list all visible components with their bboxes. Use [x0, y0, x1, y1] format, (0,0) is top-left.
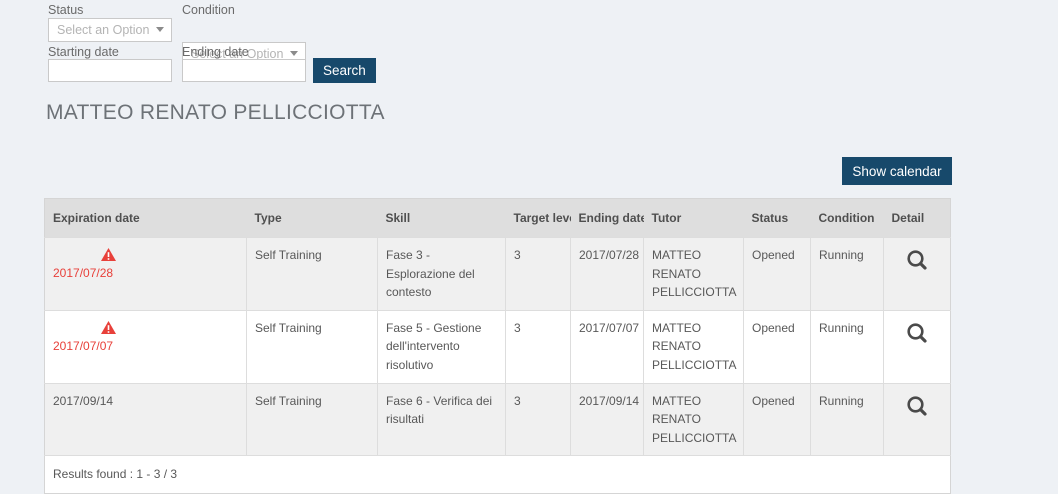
magnifier-icon: [907, 395, 927, 416]
table-header-row: Expiration date Type Skill Target level …: [44, 198, 951, 238]
target-level-cell: 3: [505, 382, 571, 456]
starting-date-label: Starting date: [48, 45, 119, 59]
expiration-date: 2017/07/28: [53, 266, 114, 280]
expiration-date-cell: 2017/07/28: [44, 237, 247, 311]
detail-button[interactable]: [905, 321, 929, 348]
status-select-placeholder: Select an Option: [57, 23, 150, 37]
target-level-cell: 3: [505, 309, 571, 384]
ending-date-cell: 2017/09/14: [570, 382, 644, 456]
magnifier-icon: [907, 323, 927, 343]
status-cell: Opened: [743, 237, 811, 311]
table-row: 2017/09/14 Self Training Fase 6 - Verifi…: [44, 382, 951, 456]
expiration-date: 2017/07/07: [53, 338, 114, 353]
table-row: 2017/07/07 Self Training Fase 5 - Gestio…: [44, 309, 951, 384]
status-label: Status: [48, 3, 84, 17]
tutor-cell: MATTEO RENATO PELLICCIOTTA: [643, 309, 744, 384]
caret-down-icon: [156, 27, 164, 32]
ending-date-cell: 2017/07/07: [570, 309, 644, 384]
condition-select-placeholder: Select an Option: [191, 47, 284, 61]
ending-date-cell: 2017/07/28: [570, 237, 644, 311]
table-row: 2017/07/28 Self Training Fase 3 - Esplor…: [44, 237, 951, 311]
show-calendar-button[interactable]: Show calendar: [842, 157, 952, 185]
condition-cell: Running: [810, 382, 884, 456]
column-header-skill: Skill: [377, 198, 506, 238]
column-header-type: Type: [246, 198, 378, 238]
expiration-date-cell: 2017/07/07: [44, 309, 247, 384]
ending-date-input[interactable]: [182, 59, 306, 82]
results-count: Results found : 1 - 3 / 3: [44, 455, 951, 494]
column-header-detail: Detail: [883, 198, 951, 238]
status-select[interactable]: Select an Option: [48, 18, 172, 42]
expiration-date-cell: 2017/09/14: [44, 382, 247, 456]
status-cell: Opened: [743, 309, 811, 384]
magnifier-icon: [907, 250, 927, 270]
tutor-cell: MATTEO RENATO PELLICCIOTTA: [643, 237, 744, 311]
condition-label: Condition: [182, 3, 235, 17]
skill-cell: Fase 5 - Gestione dell'intervento risolu…: [377, 309, 506, 384]
skill-cell: Fase 6 - Verifica dei risultati: [377, 382, 506, 456]
skill-cell: Fase 3 - Esplorazione del contesto: [377, 237, 506, 311]
status-cell: Opened: [743, 382, 811, 456]
detail-cell: [883, 382, 951, 456]
column-header-expiration-date: Expiration date: [44, 198, 247, 238]
caret-down-icon: [290, 51, 298, 56]
starting-date-input[interactable]: [48, 59, 172, 82]
column-header-status: Status: [743, 198, 811, 238]
column-header-target-level: Target level: [505, 198, 571, 238]
column-header-condition: Condition: [810, 198, 884, 238]
detail-button[interactable]: [905, 248, 929, 275]
tutor-cell: MATTEO RENATO PELLICCIOTTA: [643, 382, 744, 456]
type-cell: Self Training: [246, 309, 378, 384]
page-title: MATTEO RENATO PELLICCIOTTA: [46, 101, 385, 124]
warning-icon: [101, 320, 116, 334]
condition-cell: Running: [810, 237, 884, 311]
detail-cell: [883, 237, 951, 311]
warning-icon: [101, 248, 116, 261]
table-footer-row: Results found : 1 - 3 / 3: [44, 455, 951, 494]
detail-cell: [883, 309, 951, 384]
target-level-cell: 3: [505, 237, 571, 311]
column-header-tutor: Tutor: [643, 198, 744, 238]
detail-button[interactable]: [905, 394, 929, 421]
condition-cell: Running: [810, 309, 884, 384]
ending-date-label: Ending date: [182, 45, 249, 59]
column-header-ending-date: Ending date: [570, 198, 644, 238]
search-button[interactable]: Search: [313, 58, 376, 83]
results-table: Expiration date Type Skill Target level …: [44, 198, 951, 494]
type-cell: Self Training: [246, 382, 378, 456]
type-cell: Self Training: [246, 237, 378, 311]
